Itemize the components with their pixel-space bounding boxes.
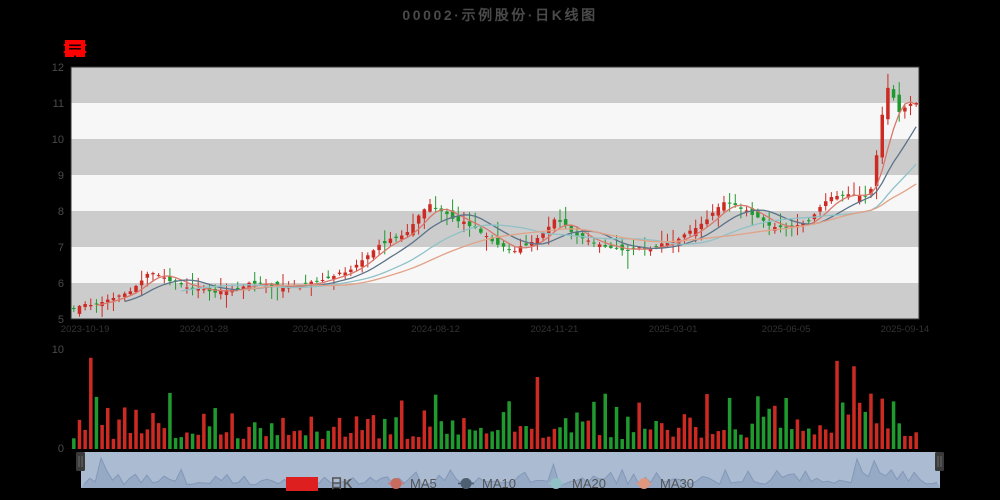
svg-text:MA20: MA20 xyxy=(572,476,606,491)
svg-text:7: 7 xyxy=(58,242,64,254)
svg-text:0: 0 xyxy=(58,443,64,455)
svg-text:9: 9 xyxy=(58,170,64,182)
svg-text:2025-03-01: 2025-03-01 xyxy=(649,324,698,335)
svg-text:MA30: MA30 xyxy=(660,476,694,491)
svg-text:10: 10 xyxy=(52,344,64,356)
svg-text:MA10: MA10 xyxy=(482,476,516,491)
svg-text:6: 6 xyxy=(58,278,64,290)
svg-text:日K: 日K xyxy=(330,476,353,491)
svg-text:11: 11 xyxy=(53,98,64,110)
svg-text:8: 8 xyxy=(58,206,64,218)
svg-text:MA5: MA5 xyxy=(410,476,437,491)
svg-text:2024-05-03: 2024-05-03 xyxy=(293,324,342,335)
svg-text:2024-08-12: 2024-08-12 xyxy=(411,324,460,335)
svg-text:2023-10-19: 2023-10-19 xyxy=(61,324,110,335)
svg-text:10: 10 xyxy=(52,134,64,146)
svg-text:2024-01-28: 2024-01-28 xyxy=(180,324,229,335)
svg-text:2024-11-21: 2024-11-21 xyxy=(530,324,578,335)
svg-text:2025-06-05: 2025-06-05 xyxy=(762,324,811,335)
svg-text:12: 12 xyxy=(52,62,64,74)
svg-text:2025-09-14: 2025-09-14 xyxy=(881,324,930,335)
